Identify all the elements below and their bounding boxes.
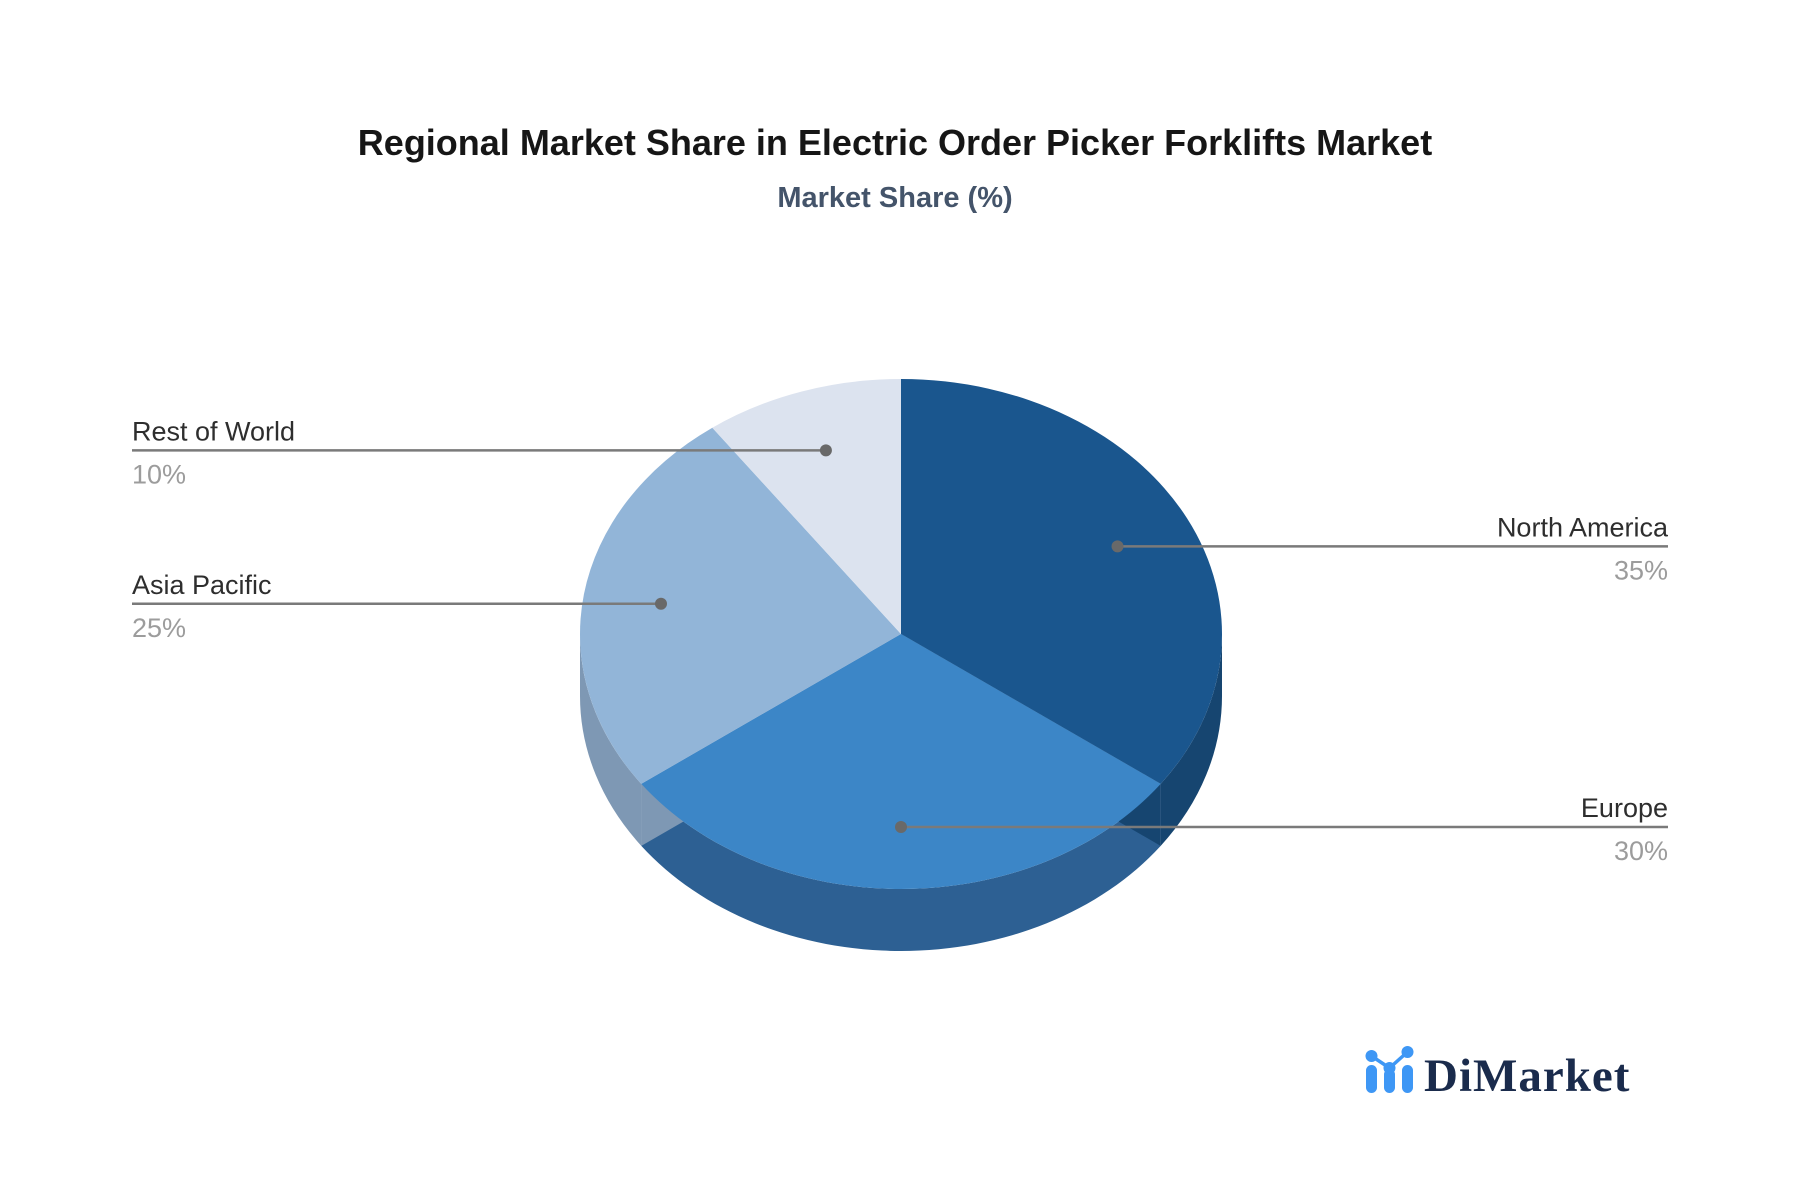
pie-side-wall-europe: [641, 783, 1161, 952]
slice-pct-label: 10%: [132, 459, 186, 489]
leader-dot-rest-of-world: [819, 444, 832, 457]
pie-side-wall-asia-pacific: [580, 634, 642, 846]
leader-dot-europe: [895, 821, 907, 834]
pie-side-wall-north-america: [1160, 634, 1222, 846]
bar-chart-with-dots-icon: [1365, 1046, 1414, 1093]
slice-pct-label: 30%: [1614, 836, 1668, 866]
pie-3d: [580, 379, 1222, 952]
leader-dot-asia-pacific: [654, 597, 667, 610]
chart-title: Regional Market Share in Electric Order …: [358, 122, 1432, 163]
slice-name-label: North America: [1497, 512, 1669, 542]
slice-labels: North America 35% Europe 30% Asia Pacific 25%…: [132, 416, 1669, 866]
slice-name-label: Europe: [1581, 793, 1668, 823]
pie-slice-europe[interactable]: [641, 634, 1161, 889]
leader-dot-north-america: [1111, 540, 1124, 553]
slice-name-label: Asia Pacific: [132, 570, 272, 600]
brand-logo: DiMarket: [1365, 1046, 1630, 1102]
slice-pct-label: 25%: [132, 613, 186, 643]
chart-subtitle: Market Share (%): [777, 182, 1012, 214]
brand-logo-text: DiMarket: [1424, 1050, 1630, 1102]
pie-slice-north-america[interactable]: [901, 379, 1222, 784]
slice-name-label: Rest of World: [132, 416, 295, 446]
pie-slice-rest-of-world[interactable]: [712, 379, 901, 634]
pie-slice-asia-pacific[interactable]: [580, 427, 901, 784]
slice-pct-label: 35%: [1614, 555, 1668, 585]
